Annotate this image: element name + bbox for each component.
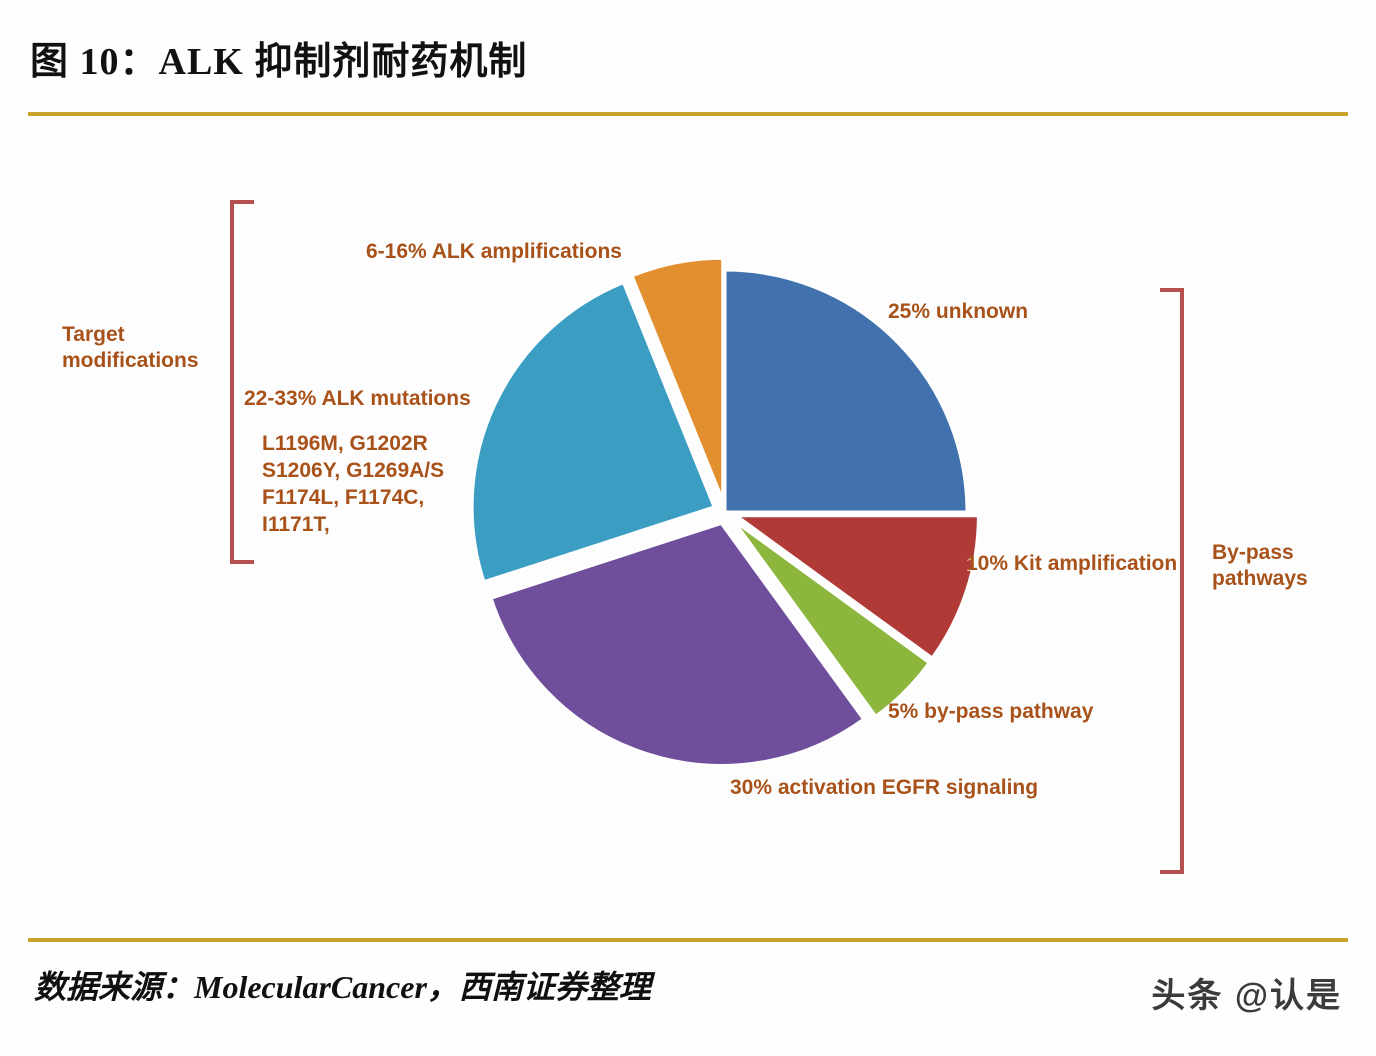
bracket-label-line: By-pass [1212,541,1294,564]
slice-label-by-pass-pathway: 5% by-pass pathway [888,700,1094,723]
watermark: 头条 @认是 [1151,977,1342,1015]
bracket-label-line: modifications [62,349,199,372]
bracket-label-by-pass-pathways: By-pass pathways [1212,540,1308,592]
bracket-label-line: pathways [1212,567,1308,590]
bracket-label-target-modifications: Target modifications [62,322,199,374]
slice-label-unknown: 25% unknown [888,300,1029,323]
mutation-list-item: S1206Y, G1269A/S [262,459,445,482]
source-note: 数据来源：MolecularCancer，西南证券整理 [34,969,651,1005]
header-rule [28,112,1348,116]
slice-label-alk-amplifications: 6-16% ALK amplifications [366,240,622,263]
bracket-label-line: Target [62,323,125,346]
footer-rule [28,938,1348,942]
slice-label-egfr-signaling: 30% activation EGFR signaling [730,776,1039,799]
mutation-list-item: F1174L, F1174C, [262,486,425,509]
page-title: 图 10：ALK 抑制剂耐药机制 [30,41,528,83]
mutation-list: L1196M, G1202R S1206Y, G1269A/S F1174L, … [262,430,444,538]
slice-label-kit-amplification: 10% Kit amplification [966,552,1178,575]
slice-label-alk-mutations: 22-33% ALK mutations [244,387,471,410]
mutation-list-item: L1196M, G1202R [262,432,428,455]
mutation-list-item: I1171T, [262,513,330,536]
figure-area [28,118,1348,936]
